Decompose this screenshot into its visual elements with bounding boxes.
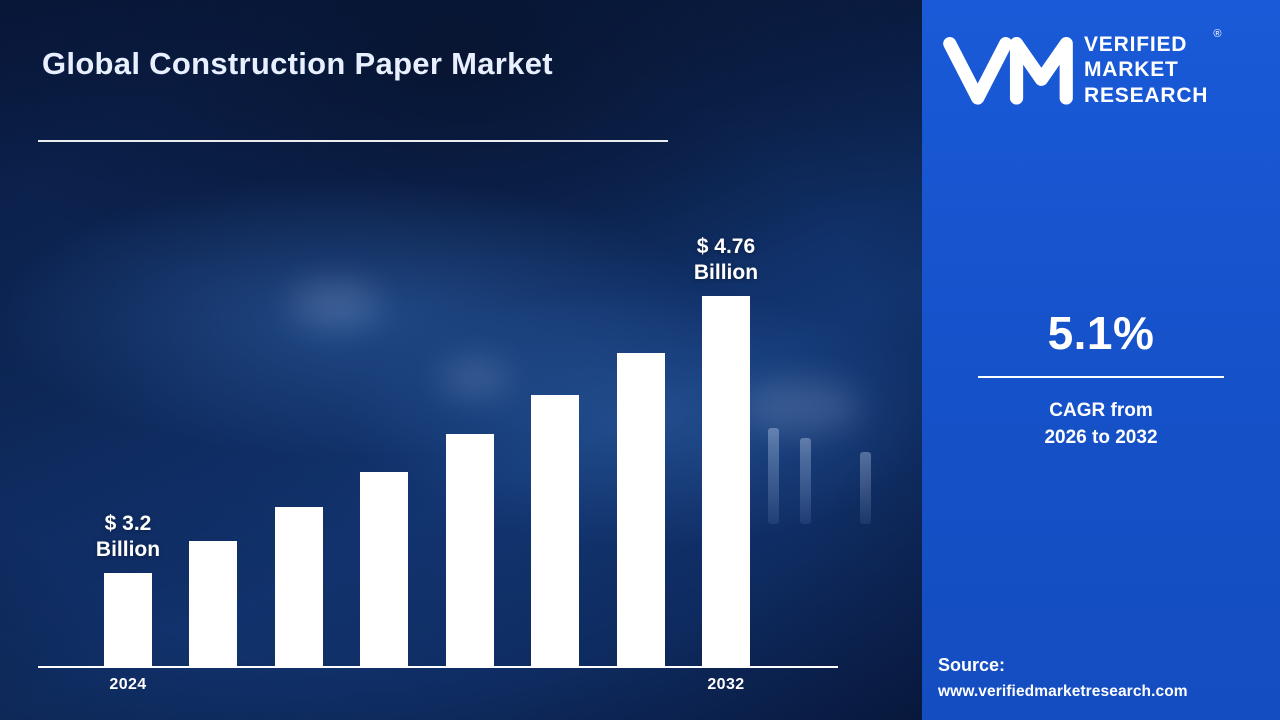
source-label: Source: <box>938 655 1006 676</box>
bar-group <box>274 507 323 666</box>
cagr-value: 5.1% <box>1047 307 1155 359</box>
bar-value-label: $ 4.76 Billion <box>693 234 759 284</box>
vmr-monogram-icon <box>943 37 1073 105</box>
logo-line: RESEARCH <box>1084 83 1209 107</box>
cagr-caption-line1: CAGR from <box>1049 400 1153 421</box>
x-axis-label: 2024 <box>109 676 147 693</box>
bar <box>274 507 323 666</box>
cagr-caption: CAGR from 2026 to 2032 <box>922 398 1280 451</box>
bars-container: $ 3.2 Billion 2024 $ 4.76 Billion 2032 <box>96 235 758 694</box>
bar-group <box>189 541 238 666</box>
logo-wordmark: VERIFIED MARKET RESEARCH ® <box>1084 28 1221 109</box>
bar-chart: $ 3.2 Billion 2024 $ 4.76 Billion 2032 <box>38 198 838 694</box>
bar <box>531 395 580 666</box>
bar-group <box>360 472 409 666</box>
registered-trademark: ® <box>1213 27 1223 40</box>
bar-group: $ 3.2 Billion 2024 <box>96 512 160 694</box>
source-url: www.verifiedmarketresearch.com <box>938 682 1188 700</box>
bar <box>360 472 409 666</box>
x-axis-label: 2032 <box>707 676 745 693</box>
bar-group <box>531 395 580 666</box>
bar <box>445 434 494 666</box>
cagr-caption-line2: 2026 to 2032 <box>1044 426 1158 448</box>
bar <box>104 573 152 666</box>
logo-line: VERIFIED <box>1084 32 1188 56</box>
bar-value-label: $ 3.2 Billion <box>95 511 161 561</box>
sidebar: VERIFIED MARKET RESEARCH ® 5.1% CAGR fro… <box>922 0 1280 720</box>
bar <box>701 296 750 666</box>
logo-line: MARKET <box>1084 58 1179 82</box>
bar-group <box>616 353 665 666</box>
bar <box>189 541 238 666</box>
vmr-logo: VERIFIED MARKET RESEARCH ® <box>942 28 1266 110</box>
page-title: Global Construction Paper Market <box>42 46 553 81</box>
bar-group <box>445 434 494 666</box>
title-underline <box>38 140 668 142</box>
cagr-stat: 5.1% CAGR from 2026 to 2032 <box>922 306 1280 451</box>
bar <box>616 353 665 666</box>
source-block: Source: www.verifiedmarketresearch.com <box>938 652 1272 704</box>
bar-group: $ 4.76 Billion 2032 <box>694 235 758 694</box>
smokestack-shape <box>860 452 871 524</box>
cagr-underline <box>978 376 1224 378</box>
